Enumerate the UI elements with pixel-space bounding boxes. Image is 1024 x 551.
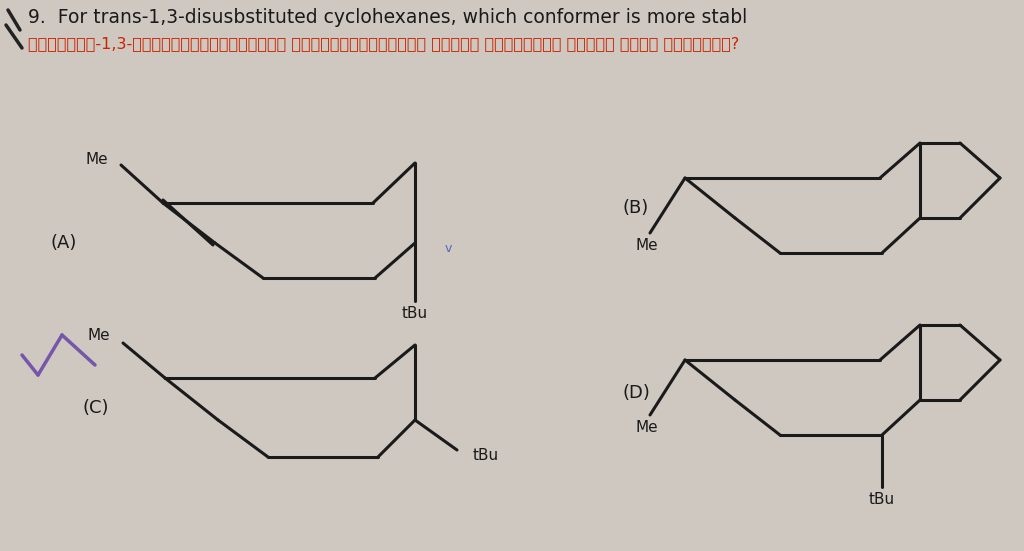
Text: tBu: tBu	[869, 493, 895, 507]
Text: Me: Me	[636, 420, 658, 435]
Text: Me: Me	[85, 153, 108, 168]
Text: (A): (A)	[50, 234, 77, 252]
Text: tBu: tBu	[473, 447, 499, 462]
Text: (C): (C)	[83, 399, 110, 417]
Text: v: v	[445, 241, 453, 255]
Text: (D): (D)	[622, 384, 650, 402]
Text: ট্রান্স-1,3-দ্বিপ্রতিস্থাপিত সাইক্লোহেক্সেন গুলির ক্ষেত্রে কোনটি অধিক সুস্থিত?: ট্রান্স-1,3-দ্বিপ্রতিস্থাপিত সাইক্লোহেক্…	[28, 36, 739, 51]
Text: Me: Me	[636, 239, 658, 253]
Text: Me: Me	[87, 328, 110, 343]
Text: 9.  For trans-1,3-disusbstituted cyclohexanes, which conformer is more stabl: 9. For trans-1,3-disusbstituted cyclohex…	[28, 8, 748, 27]
Text: (B): (B)	[622, 199, 648, 217]
Text: tBu: tBu	[402, 305, 428, 321]
